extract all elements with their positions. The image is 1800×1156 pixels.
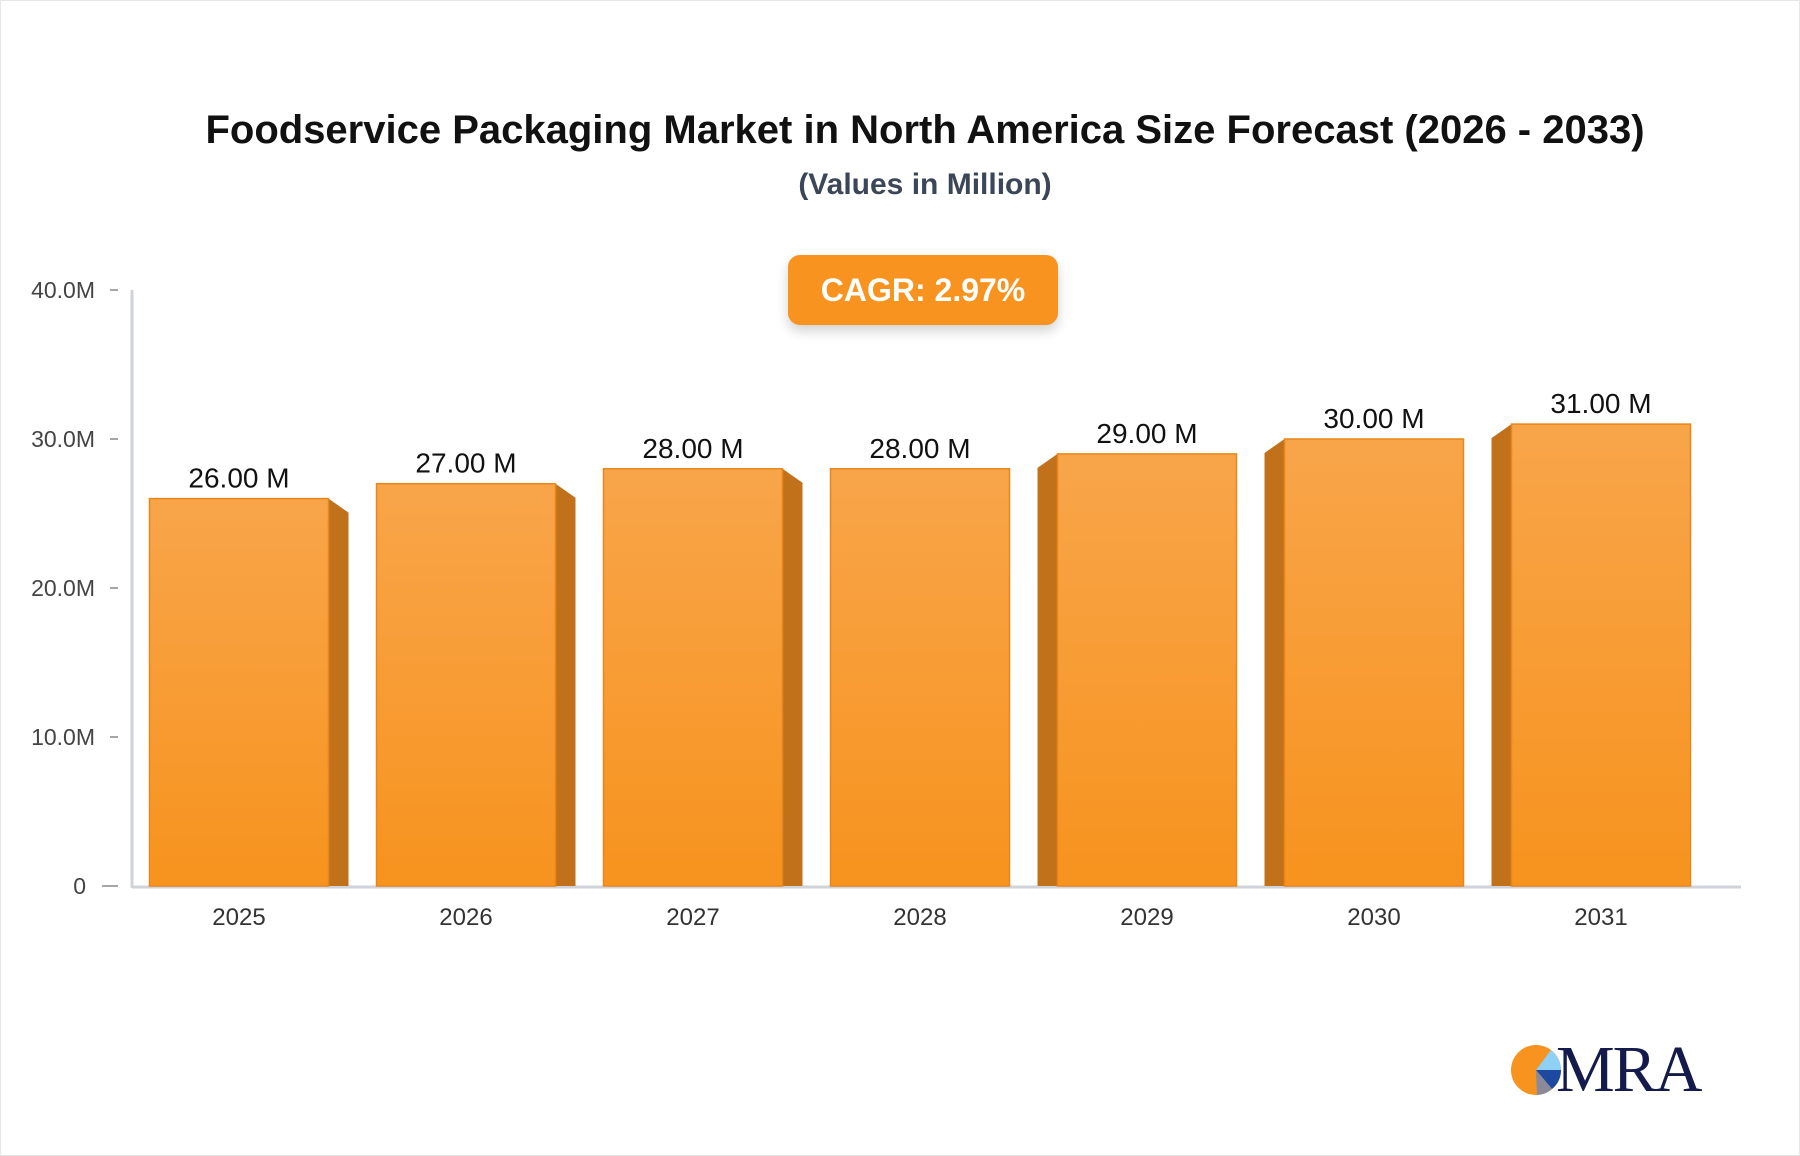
bar-2026 [375,482,557,887]
cagr-badge: CAGR: 2.97% [788,255,1058,325]
x-tick-label: 2031 [1574,904,1627,931]
logo-text: MRA [1556,1033,1702,1106]
data-label: 29.00 M [1096,418,1197,449]
data-label: 31.00 M [1550,388,1651,419]
chart-title: Foodservice Packaging Market in North Am… [205,108,1645,152]
data-label: 28.00 M [869,433,970,464]
data-label: 30.00 M [1323,403,1424,434]
x-tick-label: 2030 [1347,904,1400,931]
y-tick-label: 0 [73,873,86,899]
y-tick-label: 10.0M [31,724,95,750]
x-tick-label: 2028 [893,904,946,931]
x-tick-label: 2026 [439,904,492,931]
bar-2027 [602,468,784,887]
bar-2025 [148,497,330,887]
x-tick-label: 2025 [212,904,265,931]
bar-2030 [1283,438,1465,887]
bar-side [328,498,349,886]
x-tick-label: 2027 [666,904,719,931]
data-label: 28.00 M [642,433,743,464]
chart-subtitle: (Values in Million) [798,168,1052,201]
bar-2028 [829,468,1011,887]
x-tick-label: 2029 [1120,904,1173,931]
bar-side [1264,439,1285,886]
bar-side [1037,453,1058,886]
y-tick-label: 20.0M [31,575,95,601]
bar-2029 [1056,453,1238,887]
bar-side [555,483,576,886]
bar-2031 [1510,423,1692,887]
bar-side [1491,424,1512,886]
bar-side [782,468,803,886]
y-tick-label: 40.0M [31,277,95,303]
data-label: 26.00 M [188,463,289,494]
data-label: 27.00 M [415,448,516,479]
y-tick-label: 30.0M [31,426,95,452]
